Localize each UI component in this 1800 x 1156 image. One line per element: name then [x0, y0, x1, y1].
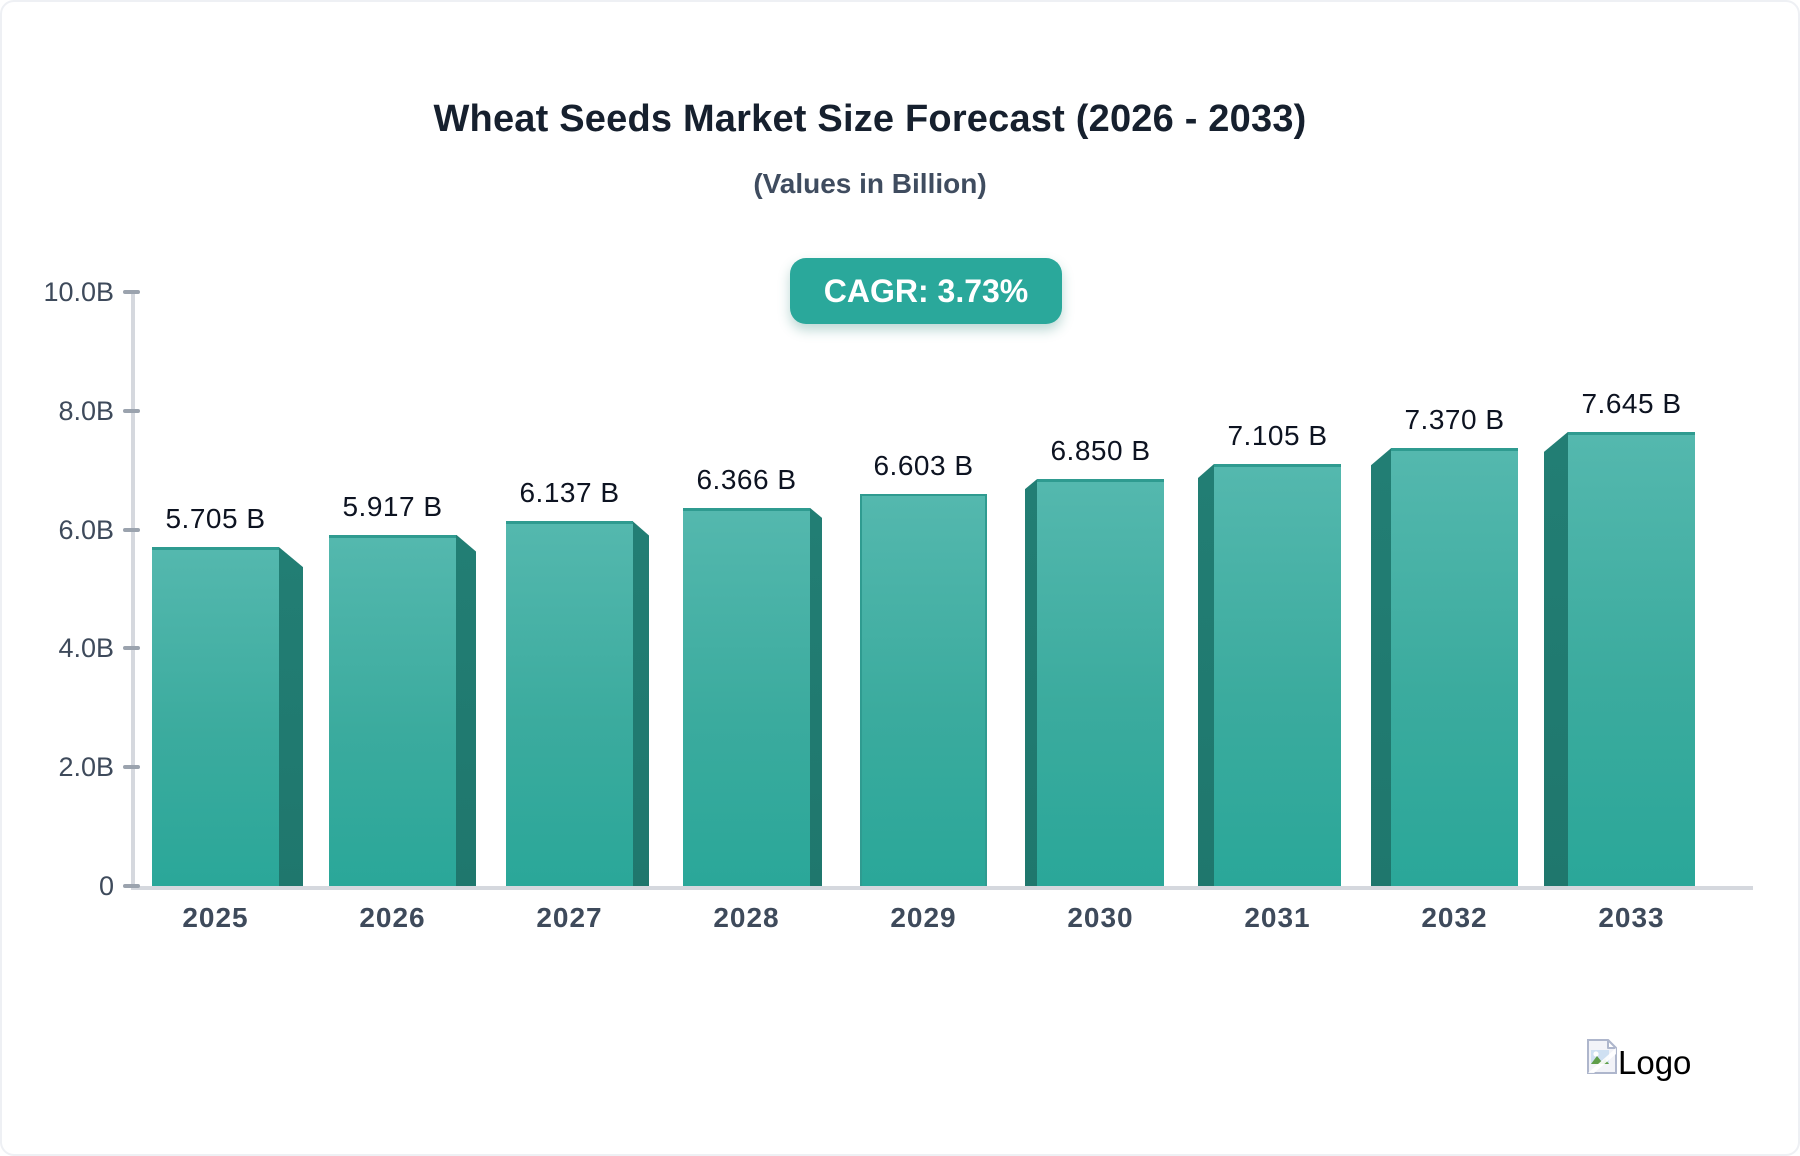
x-tick-label-2032: 2032 [1421, 902, 1488, 933]
bar-side-face-2026 [456, 534, 476, 886]
logo-alt-text: Logo [1618, 1043, 1692, 1081]
y-tick-label: 0 [98, 871, 114, 901]
bar-value-label: 5.705 B [165, 503, 266, 535]
y-tick-mark [123, 290, 140, 294]
y-tick-label: 8.0B [58, 395, 114, 426]
x-tick-label-2030: 2030 [1067, 902, 1134, 933]
x-tick-label-2033: 2033 [1598, 902, 1665, 933]
y-tick-label: 10.0B [43, 277, 114, 307]
bar-value-label: 7.105 B [1227, 419, 1328, 451]
y-tick-mark [123, 646, 140, 651]
bar-side-face-2028 [810, 507, 822, 886]
bar-2032 [1391, 448, 1518, 886]
bar-value-label: 7.370 B [1404, 404, 1505, 436]
x-tick-label-2027: 2027 [536, 902, 603, 933]
y-axis-line [131, 292, 135, 890]
y-tick-mark [123, 765, 140, 770]
bar-value-label: 5.917 B [342, 490, 443, 522]
chart-title: Wheat Seeds Market Size Forecast (2026 -… [433, 98, 1307, 140]
cagr-badge: CAGR: 3.73% [790, 258, 1062, 324]
bar-2027 [506, 521, 633, 886]
y-tick-label: 6.0B [58, 514, 114, 545]
bar-side-face-2031 [1198, 463, 1214, 886]
x-tick-label-2031: 2031 [1244, 902, 1311, 933]
x-tick-label-2026: 2026 [359, 902, 426, 933]
bar-value-label: 6.850 B [1050, 435, 1151, 467]
broken-image-icon [1587, 1039, 1617, 1074]
bar-value-label: 6.603 B [873, 449, 974, 481]
bar-2031 [1214, 463, 1341, 886]
x-tick-label-2029: 2029 [890, 902, 957, 933]
cagr-badge-label: CAGR: 3.73% [823, 272, 1029, 309]
bar-2028 [683, 507, 810, 886]
x-axis-baseline [131, 886, 1753, 890]
bar-side-face-2033 [1544, 431, 1568, 886]
x-tick-label-2025: 2025 [182, 902, 249, 933]
bar-2025 [152, 547, 279, 886]
bar-2030 [1037, 479, 1164, 886]
x-tick-label-2028: 2028 [713, 902, 780, 933]
y-tick-mark [123, 884, 140, 888]
y-tick-mark [123, 527, 140, 532]
y-tick-label: 2.0B [58, 752, 114, 783]
y-tick-mark [123, 408, 140, 413]
bar-side-face-2025 [279, 547, 303, 886]
logo: Logo [1586, 1038, 1691, 1081]
y-tick-label: 4.0B [58, 633, 114, 664]
bar-value-label: 6.137 B [519, 477, 620, 509]
bar-side-face-2032 [1371, 448, 1391, 886]
bar-2029 [860, 493, 987, 886]
bar-side-face-2027 [633, 521, 649, 886]
chart-subtitle: (Values in Billion) [753, 168, 987, 199]
bar-side-face-2030 [1025, 479, 1037, 886]
bar-2026 [329, 534, 456, 886]
bar-value-label: 6.366 B [696, 463, 797, 495]
bar-2033 [1568, 431, 1695, 886]
bar-value-label: 7.645 B [1581, 387, 1682, 419]
